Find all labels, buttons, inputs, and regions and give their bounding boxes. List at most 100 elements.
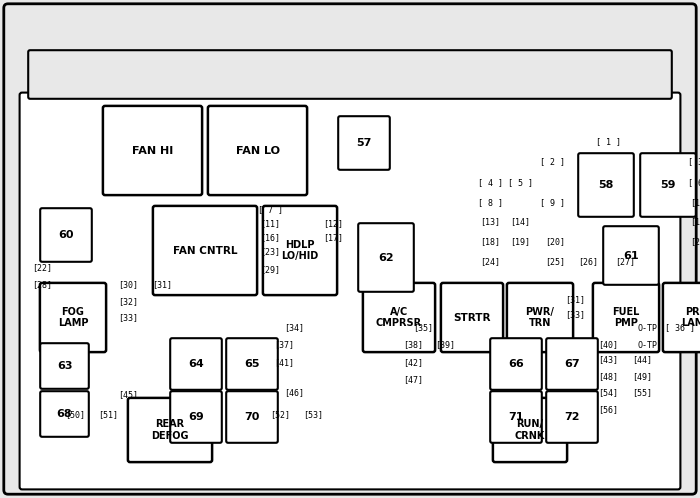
Text: [28]: [28] <box>32 280 52 289</box>
FancyBboxPatch shape <box>578 153 634 217</box>
Text: [13]: [13] <box>480 218 500 227</box>
FancyBboxPatch shape <box>20 93 680 490</box>
Text: [35]: [35] <box>413 324 433 333</box>
Text: [48]: [48] <box>598 373 618 381</box>
Text: FUEL
PMP: FUEL PMP <box>612 307 640 328</box>
Text: 60: 60 <box>58 230 74 240</box>
Text: 66: 66 <box>508 359 524 369</box>
Text: 63: 63 <box>57 361 72 371</box>
Text: FAN LO: FAN LO <box>235 145 279 155</box>
Text: O-TP: O-TP <box>638 324 658 333</box>
Text: [22]: [22] <box>32 263 52 272</box>
Text: [23]: [23] <box>260 248 280 256</box>
Text: [43]: [43] <box>598 356 618 365</box>
FancyBboxPatch shape <box>40 391 89 437</box>
FancyBboxPatch shape <box>170 391 222 443</box>
Text: [50]: [50] <box>65 410 85 419</box>
Text: 59: 59 <box>660 180 675 190</box>
Text: [29]: [29] <box>260 265 280 274</box>
Text: [55]: [55] <box>632 388 652 397</box>
Text: [45]: [45] <box>118 390 138 399</box>
FancyBboxPatch shape <box>4 4 696 494</box>
Text: [ 6 ]: [ 6 ] <box>687 178 700 188</box>
Text: [54]: [54] <box>598 388 618 397</box>
Text: 72: 72 <box>564 412 580 422</box>
Text: [34]: [34] <box>284 324 304 333</box>
Text: [17]: [17] <box>323 234 343 243</box>
Text: HDLP
LO/HID: HDLP LO/HID <box>281 240 318 261</box>
Text: [ 8 ]: [ 8 ] <box>477 199 503 208</box>
FancyBboxPatch shape <box>490 391 542 443</box>
Text: [33]: [33] <box>118 314 138 323</box>
FancyBboxPatch shape <box>153 206 257 295</box>
Text: [ 9 ]: [ 9 ] <box>540 199 564 208</box>
Text: PRK
LAMP: PRK LAMP <box>680 307 700 328</box>
Text: [37]: [37] <box>274 341 294 350</box>
Text: [56]: [56] <box>598 405 618 414</box>
FancyBboxPatch shape <box>640 153 696 217</box>
Text: 68: 68 <box>57 409 72 419</box>
Text: [ 36 ]: [ 36 ] <box>665 324 695 333</box>
Text: [31]: [31] <box>565 295 585 304</box>
Text: [38]: [38] <box>403 341 423 350</box>
Text: 70: 70 <box>244 412 260 422</box>
Text: [18]: [18] <box>480 238 500 247</box>
FancyBboxPatch shape <box>490 338 542 390</box>
Text: [19]: [19] <box>510 238 530 247</box>
Text: [49]: [49] <box>632 373 652 381</box>
Text: [14]: [14] <box>510 218 530 227</box>
FancyBboxPatch shape <box>593 283 659 352</box>
Text: RUN/
CRNK: RUN/ CRNK <box>514 419 545 441</box>
FancyBboxPatch shape <box>263 206 337 295</box>
Text: REAR
DEFOG: REAR DEFOG <box>151 419 189 441</box>
Text: [39]: [39] <box>435 341 455 350</box>
Text: [ 7 ]: [ 7 ] <box>258 206 283 215</box>
FancyBboxPatch shape <box>208 106 307 195</box>
Text: [30]: [30] <box>118 280 138 289</box>
Text: O-TP: O-TP <box>638 341 658 350</box>
Text: [ 5 ]: [ 5 ] <box>508 178 533 188</box>
Text: [25]: [25] <box>545 257 565 266</box>
Text: STRTR: STRTR <box>454 313 491 323</box>
Text: [15]: [15] <box>690 218 700 227</box>
FancyBboxPatch shape <box>603 226 659 285</box>
Text: 58: 58 <box>598 180 614 190</box>
Text: [47]: [47] <box>403 375 423 384</box>
Text: [ 2 ]: [ 2 ] <box>540 157 564 166</box>
Text: [31]: [31] <box>152 280 172 289</box>
Text: [42]: [42] <box>403 359 423 368</box>
Text: [10]: [10] <box>690 199 700 208</box>
FancyBboxPatch shape <box>226 338 278 390</box>
FancyBboxPatch shape <box>663 283 700 352</box>
Text: [40]: [40] <box>598 341 618 350</box>
Text: [32]: [32] <box>118 297 138 306</box>
Text: [53]: [53] <box>303 410 323 419</box>
FancyBboxPatch shape <box>40 343 89 389</box>
Text: A/C
CMPRSR: A/C CMPRSR <box>376 307 422 328</box>
FancyBboxPatch shape <box>170 338 222 390</box>
Text: [21]: [21] <box>690 238 700 247</box>
Text: [ 4 ]: [ 4 ] <box>477 178 503 188</box>
FancyBboxPatch shape <box>493 398 567 462</box>
Text: 69: 69 <box>188 412 204 422</box>
FancyBboxPatch shape <box>507 283 573 352</box>
Text: [44]: [44] <box>632 356 652 365</box>
Text: FAN HI: FAN HI <box>132 145 173 155</box>
Text: [27]: [27] <box>615 257 635 266</box>
FancyBboxPatch shape <box>338 116 390 170</box>
Text: FAN CNTRL: FAN CNTRL <box>173 246 237 255</box>
Text: 62: 62 <box>378 252 394 262</box>
Text: [11]: [11] <box>260 220 280 229</box>
Text: 65: 65 <box>244 359 260 369</box>
Text: [33]: [33] <box>565 310 585 320</box>
Text: [ 3 ]: [ 3 ] <box>687 157 700 166</box>
Text: [ 1 ]: [ 1 ] <box>596 137 620 146</box>
Text: [52]: [52] <box>270 410 290 419</box>
Text: 71: 71 <box>508 412 524 422</box>
Text: 64: 64 <box>188 359 204 369</box>
FancyBboxPatch shape <box>28 50 672 99</box>
Text: [46]: [46] <box>284 388 304 397</box>
FancyBboxPatch shape <box>546 338 598 390</box>
Text: FOG
LAMP: FOG LAMP <box>57 307 88 328</box>
FancyBboxPatch shape <box>363 283 435 352</box>
